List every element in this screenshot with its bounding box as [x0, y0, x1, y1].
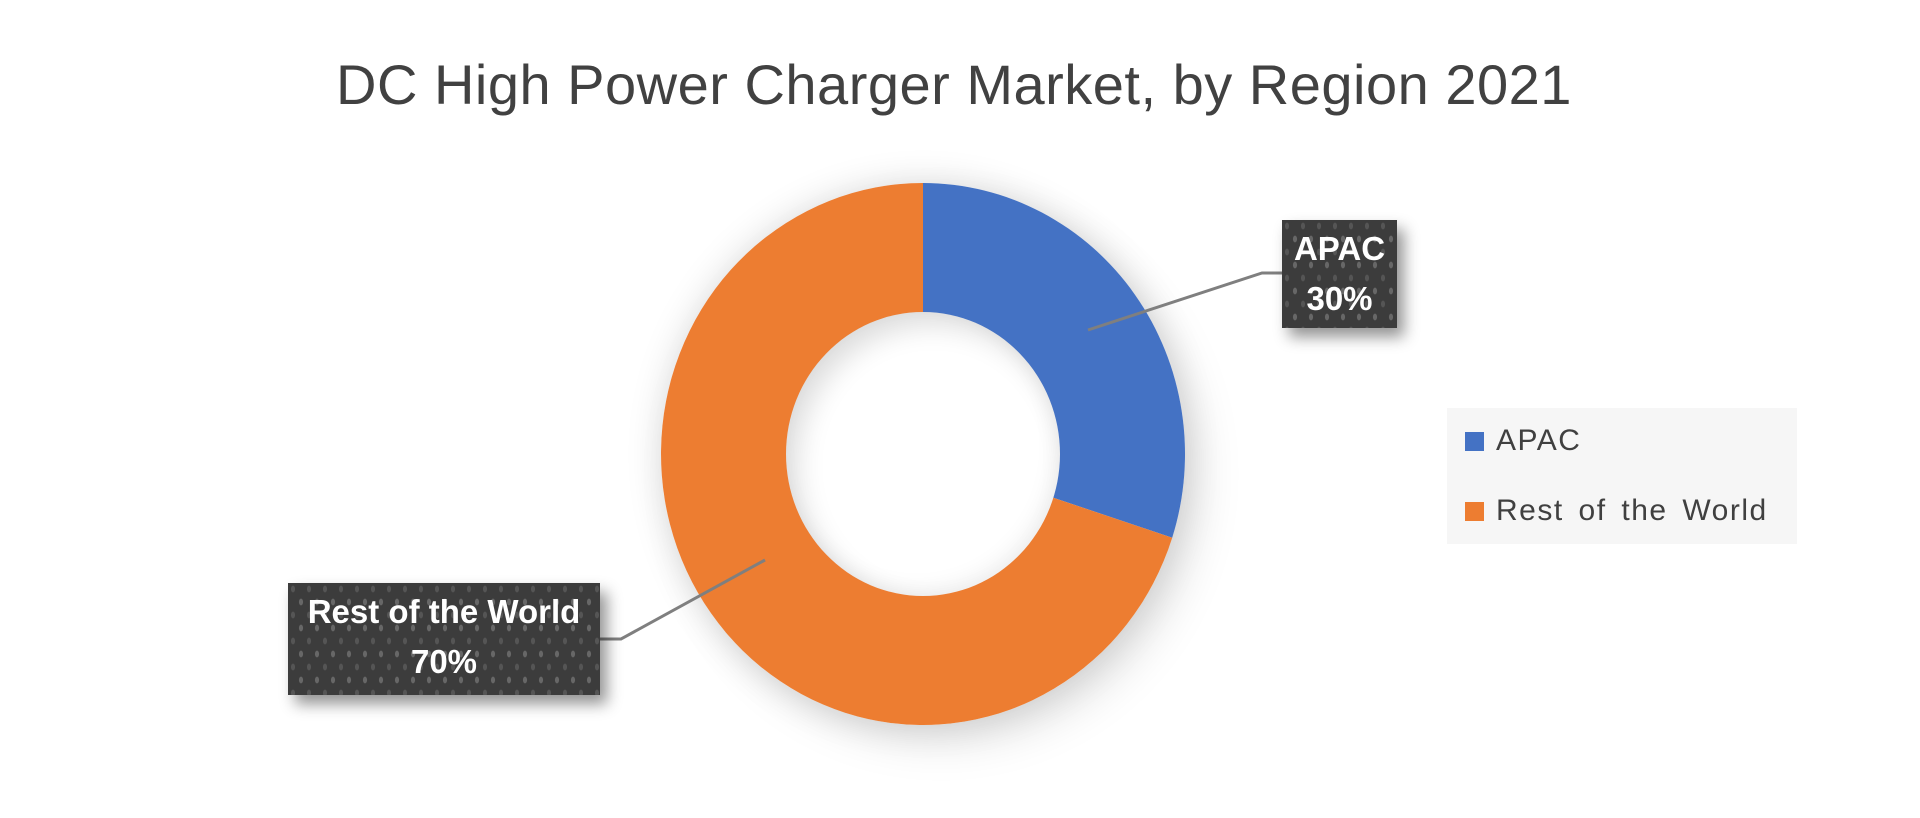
- data-label-category: APAC: [1293, 230, 1386, 267]
- legend: APAC Rest of the World: [1447, 408, 1797, 544]
- legend-swatch-rest-of-the-world: [1465, 501, 1484, 521]
- data-label-value: 70%: [410, 643, 478, 680]
- data-label-value: 30%: [1306, 280, 1373, 317]
- data-label-apac: APAC 30%: [1282, 220, 1397, 328]
- donut-hole: [786, 312, 1060, 596]
- legend-item-apac[interactable]: APAC: [1465, 419, 1797, 463]
- leader-line-apac: [1087, 271, 1283, 332]
- data-label-category: Rest of the World: [307, 593, 581, 630]
- legend-item-rest-of-the-world[interactable]: Rest of the World: [1465, 489, 1797, 533]
- legend-swatch-apac: [1465, 431, 1484, 451]
- slice-rest-of-the-world[interactable]: [661, 183, 1173, 725]
- leader-line-rest-of-the-world: [600, 558, 766, 641]
- legend-label-apac: APAC: [1496, 424, 1582, 457]
- legend-label-rest-of-the-world: Rest of the World: [1496, 494, 1768, 527]
- chart-title: DC High Power Charger Market, by Region …: [336, 53, 1572, 116]
- data-label-rest-of-the-world: Rest of the World 70%: [288, 583, 600, 695]
- slice-apac[interactable]: [923, 182, 1186, 538]
